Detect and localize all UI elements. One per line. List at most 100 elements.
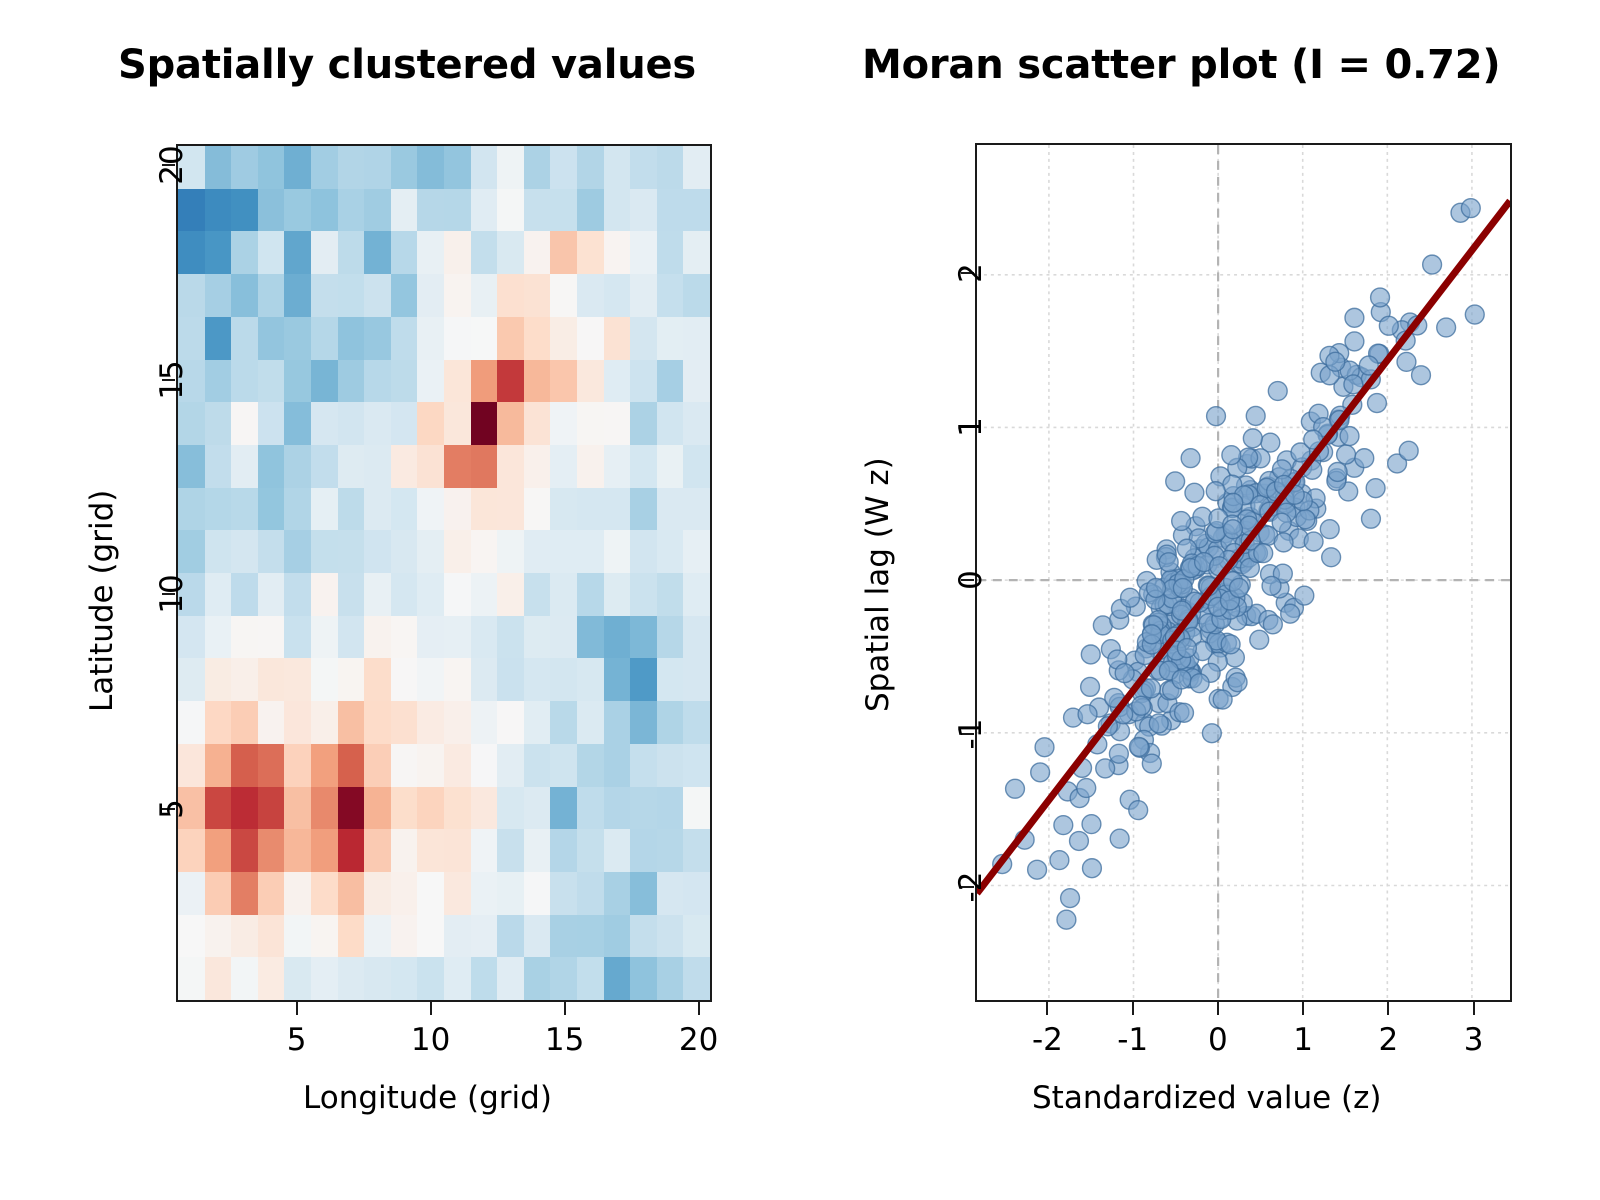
- heatmap-cell: [231, 786, 258, 830]
- heatmap-cell: [630, 871, 657, 915]
- heatmap-cell: [311, 274, 338, 317]
- heatmap-x-tick-mark: [697, 1002, 700, 1015]
- moran-data-point: [1344, 331, 1365, 352]
- moran-x-tick-label: 2: [1378, 1022, 1399, 1058]
- heatmap-cell: [656, 743, 684, 787]
- heatmap-cell: [364, 188, 391, 232]
- moran-plot-area: [975, 143, 1512, 1002]
- heatmap-cell: [284, 829, 311, 872]
- heatmap-x-tick-mark: [295, 1002, 298, 1015]
- heatmap-cell: [683, 530, 710, 573]
- heatmap-cell: [497, 359, 524, 403]
- heatmap-cell: [257, 573, 285, 616]
- heatmap-cell: [603, 829, 631, 872]
- heatmap-cell: [577, 829, 604, 872]
- heatmap-cell: [470, 530, 498, 573]
- heatmap-cell: [523, 615, 551, 659]
- heatmap-cell: [550, 829, 577, 872]
- heatmap-cell: [337, 359, 365, 403]
- heatmap-cell: [630, 444, 657, 488]
- moran-data-point: [1114, 663, 1135, 684]
- heatmap-cell: [550, 615, 577, 659]
- heatmap-cell: [683, 487, 710, 531]
- heatmap-cell: [284, 658, 311, 702]
- heatmap-cell: [656, 359, 684, 403]
- moran-x-axis-label: Standardized value (z): [1032, 1080, 1382, 1116]
- heatmap-cell: [577, 188, 604, 232]
- heatmap-cell: [364, 615, 391, 659]
- heatmap-cell: [683, 829, 710, 872]
- heatmap-cell: [470, 658, 498, 702]
- heatmap-cell: [656, 402, 684, 445]
- heatmap-cell: [231, 402, 258, 445]
- heatmap-cell: [257, 487, 285, 531]
- heatmap-cell: [337, 829, 365, 872]
- heatmap-cell: [523, 316, 551, 360]
- heatmap-cell: [178, 359, 205, 403]
- moran-data-point: [1303, 531, 1324, 552]
- heatmap-cell: [470, 274, 498, 317]
- moran-data-point: [1141, 624, 1162, 645]
- heatmap-cell: [204, 146, 232, 189]
- heatmap-cell: [231, 914, 258, 958]
- heatmap-cell: [257, 786, 285, 830]
- heatmap-cell: [257, 743, 285, 787]
- heatmap-cell: [284, 957, 311, 1000]
- heatmap-cell: [257, 146, 285, 189]
- heatmap-cell: [577, 743, 604, 787]
- heatmap-cell: [284, 359, 311, 403]
- heatmap-cell: [204, 188, 232, 232]
- heatmap-cell: [523, 146, 551, 189]
- heatmap-cell: [603, 274, 631, 317]
- heatmap-cell: [231, 146, 258, 189]
- heatmap-cell: [364, 402, 391, 445]
- heatmap-cell: [311, 231, 338, 275]
- heatmap-cell: [497, 786, 524, 830]
- heatmap-cell: [683, 786, 710, 830]
- moran-data-point: [1319, 518, 1340, 540]
- heatmap-cell: [577, 615, 604, 659]
- heatmap-cell: [311, 743, 338, 787]
- moran-data-point: [1128, 736, 1150, 758]
- heatmap-cell: [444, 658, 471, 702]
- heatmap-cell: [523, 444, 551, 488]
- heatmap-cell: [523, 743, 551, 787]
- moran-x-tick-label: 0: [1208, 1022, 1228, 1058]
- heatmap-cell: [337, 615, 365, 659]
- moran-data-point: [1205, 481, 1226, 502]
- heatmap-x-tick-mark: [563, 1002, 566, 1015]
- heatmap-cell: [417, 359, 444, 403]
- heatmap-cell: [311, 487, 338, 531]
- heatmap-x-tick-label: 10: [410, 1022, 451, 1058]
- heatmap-cell: [497, 530, 524, 573]
- heatmap-cell: [231, 487, 258, 531]
- heatmap-cell: [470, 487, 498, 531]
- moran-data-point: [1228, 577, 1250, 599]
- heatmap-cell: [444, 701, 471, 744]
- heatmap-x-tick-label: 5: [286, 1022, 307, 1058]
- heatmap-cell: [523, 786, 551, 830]
- moran-y-tick-label: -2: [953, 871, 989, 903]
- heatmap-cell: [337, 914, 365, 958]
- moran-data-point: [1221, 445, 1242, 466]
- moran-y-tick-mark: [961, 732, 974, 735]
- heatmap-cell: [523, 914, 551, 958]
- heatmap-cell: [470, 871, 498, 915]
- moran-y-tick-mark: [961, 272, 974, 275]
- heatmap-cell: [444, 402, 471, 445]
- moran-data-point: [1410, 365, 1432, 386]
- heatmap-cell: [444, 871, 471, 915]
- heatmap-cell: [444, 359, 471, 403]
- moran-data-point: [1173, 702, 1195, 723]
- heatmap-cell: [550, 316, 577, 360]
- moran-x-tick-mark: [1216, 1002, 1219, 1015]
- heatmap-cell: [257, 658, 285, 702]
- heatmap-cell: [204, 786, 232, 830]
- heatmap-y-axis-label: Latitude (grid): [84, 489, 120, 712]
- heatmap-cell: [470, 914, 498, 958]
- heatmap-cell: [683, 871, 710, 915]
- heatmap-cell: [630, 274, 657, 317]
- heatmap-cell: [311, 658, 338, 702]
- heatmap-cell: [417, 914, 444, 958]
- heatmap-cell: [231, 957, 258, 1000]
